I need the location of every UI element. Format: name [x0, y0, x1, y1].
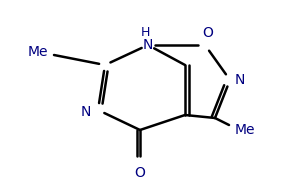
Text: N: N — [235, 73, 245, 87]
Text: H: H — [140, 26, 150, 38]
Text: Me: Me — [28, 45, 48, 59]
Text: O: O — [135, 166, 145, 180]
Text: Me: Me — [235, 123, 255, 137]
Text: O: O — [203, 26, 213, 40]
Text: N: N — [81, 105, 91, 119]
Text: N: N — [143, 38, 153, 52]
